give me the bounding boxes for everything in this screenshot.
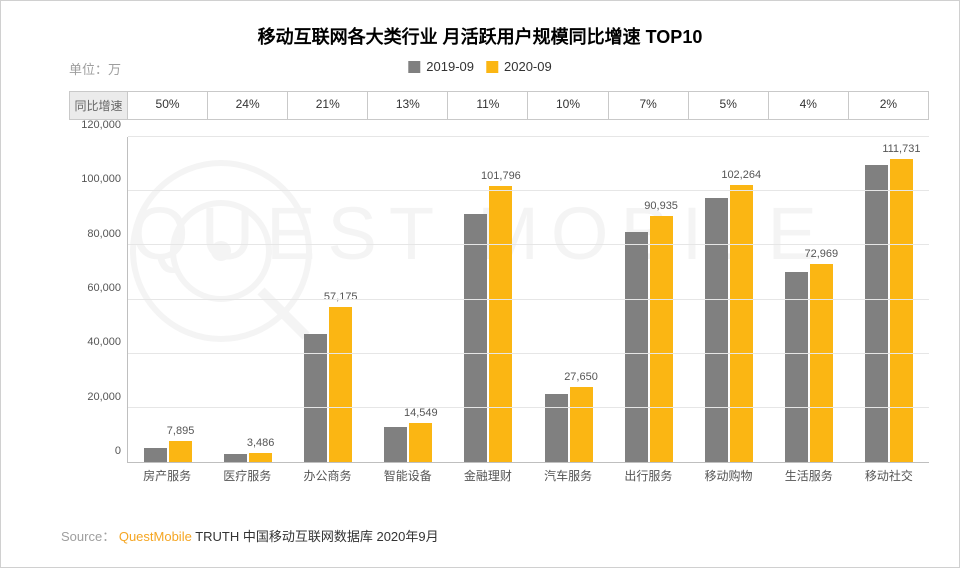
source-label: Source： xyxy=(61,529,115,544)
bar-2019 xyxy=(144,448,167,462)
bar-value-label: 7,895 xyxy=(167,425,195,437)
chart-title: 移动互联网各大类行业 月活跃用户规模同比增速 TOP10 xyxy=(1,23,959,49)
bar-value-label: 72,969 xyxy=(804,248,838,260)
gridline xyxy=(128,299,929,300)
y-tick-label: 60,000 xyxy=(69,282,121,294)
bar-value-label: 57,175 xyxy=(324,291,358,303)
gridline xyxy=(128,407,929,408)
unit-label: 单位：万 xyxy=(69,59,121,78)
y-tick-label: 120,000 xyxy=(69,119,121,131)
bar-2020: 14,549 xyxy=(409,423,432,462)
bar-value-label: 14,549 xyxy=(404,407,438,419)
bar-2019 xyxy=(625,232,648,462)
bar-group: 72,969 xyxy=(769,137,849,462)
y-tick-label: 40,000 xyxy=(69,336,121,348)
bar-2019 xyxy=(224,454,247,462)
growth-table: 同比增速 50%24%21%13%11%10%7%5%4%2% xyxy=(69,91,929,120)
y-tick-label: 80,000 xyxy=(69,228,121,240)
bar-value-label: 101,796 xyxy=(481,170,521,182)
bar-2020: 27,650 xyxy=(570,387,593,462)
gridline xyxy=(128,353,929,354)
bar-value-label: 27,650 xyxy=(564,371,598,383)
x-axis-label: 办公商务 xyxy=(287,467,367,485)
legend-swatch-b xyxy=(486,61,498,73)
source-rest: TRUTH 中国移动互联网数据库 2020年9月 xyxy=(195,529,438,544)
gridline xyxy=(128,244,929,245)
bar-value-label: 3,486 xyxy=(247,437,275,449)
bar-2020: 101,796 xyxy=(489,186,512,462)
bar-2020: 111,731 xyxy=(890,159,913,462)
legend: 2019-09 2020-09 xyxy=(408,59,551,74)
growth-cell: 10% xyxy=(528,92,608,119)
x-axis-label: 金融理财 xyxy=(448,467,528,485)
bar-group: 3,486 xyxy=(208,137,288,462)
growth-cell: 5% xyxy=(689,92,769,119)
x-axis-label: 移动购物 xyxy=(688,467,768,485)
bar-2020: 72,969 xyxy=(810,264,833,462)
bar-2020: 7,895 xyxy=(169,441,192,462)
bar-group: 57,175 xyxy=(288,137,368,462)
source-line: Source： QuestMobile TRUTH 中国移动互联网数据库 202… xyxy=(61,526,439,545)
bar-2019 xyxy=(384,427,407,462)
x-axis-label: 智能设备 xyxy=(368,467,448,485)
growth-cell: 50% xyxy=(128,92,208,119)
bar-2019 xyxy=(464,214,487,462)
bar-group: 7,895 xyxy=(128,137,208,462)
bar-2019 xyxy=(545,394,568,462)
x-axis-label: 移动社交 xyxy=(849,467,929,485)
bar-2020: 3,486 xyxy=(249,453,272,462)
bar-group: 14,549 xyxy=(368,137,448,462)
chart-area: 020,00040,00060,00080,000100,000120,000 … xyxy=(69,129,929,485)
x-axis-label: 房产服务 xyxy=(127,467,207,485)
bar-group: 111,731 xyxy=(849,137,929,462)
x-axis-label: 出行服务 xyxy=(608,467,688,485)
bar-group: 27,650 xyxy=(528,137,608,462)
x-axis-label: 汽车服务 xyxy=(528,467,608,485)
bar-2020: 57,175 xyxy=(329,307,352,462)
bar-group: 101,796 xyxy=(448,137,528,462)
legend-swatch-a xyxy=(408,61,420,73)
bar-value-label: 90,935 xyxy=(644,200,678,212)
gridline xyxy=(128,190,929,191)
bar-2019 xyxy=(785,272,808,462)
bar-2020: 102,264 xyxy=(730,185,753,462)
legend-label-b: 2020-09 xyxy=(504,59,552,74)
y-tick-label: 0 xyxy=(69,445,121,457)
x-axis-label: 生活服务 xyxy=(769,467,849,485)
growth-cell: 24% xyxy=(208,92,288,119)
plot: 7,895 3,486 57,175 14,549 101,796 27,650 90,93… xyxy=(127,137,929,463)
y-tick-label: 20,000 xyxy=(69,391,121,403)
growth-cell: 7% xyxy=(609,92,689,119)
gridline xyxy=(128,136,929,137)
growth-header: 同比增速 xyxy=(70,92,128,119)
y-tick-label: 100,000 xyxy=(69,173,121,185)
bar-2019 xyxy=(705,198,728,462)
growth-cell: 2% xyxy=(849,92,928,119)
growth-cell: 11% xyxy=(448,92,528,119)
bar-2020: 90,935 xyxy=(650,216,673,462)
bar-value-label: 111,731 xyxy=(882,143,920,155)
growth-cell: 21% xyxy=(288,92,368,119)
legend-label-a: 2019-09 xyxy=(426,59,474,74)
bar-group: 102,264 xyxy=(689,137,769,462)
growth-cell: 13% xyxy=(368,92,448,119)
bar-group: 90,935 xyxy=(609,137,689,462)
growth-cell: 4% xyxy=(769,92,849,119)
bar-2019 xyxy=(865,165,888,462)
bar-value-label: 102,264 xyxy=(721,169,761,181)
x-axis-label: 医疗服务 xyxy=(207,467,287,485)
source-brand: QuestMobile xyxy=(119,529,192,544)
